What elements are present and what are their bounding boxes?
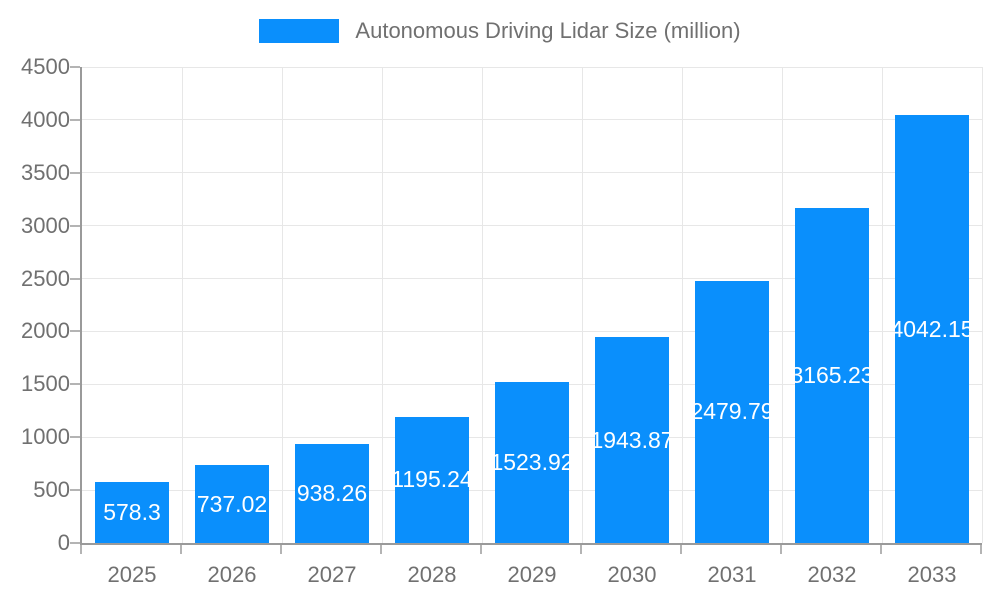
x-tick [980,545,982,554]
gridline-v [281,67,283,543]
gridline-v [581,67,583,543]
gridline-h [82,278,982,280]
x-tick [680,545,682,554]
gridline-h [82,66,982,68]
x-axis-label: 2026 [207,562,257,587]
bar-value-label: 1943.87 [595,426,669,453]
x-axis-label: 2028 [407,562,457,587]
legend[interactable]: Autonomous Driving Lidar Size (million) [0,18,1000,44]
y-tick [70,436,80,439]
bar-value-label: 1523.92 [495,448,569,475]
x-axis-line [80,543,982,545]
y-axis-label: 3500 [21,159,70,185]
y-tick [70,383,80,386]
bar-value-label: 4042.15 [895,315,969,342]
bar[interactable]: 4042.15 [895,115,969,543]
bar[interactable]: 578.3 [95,481,169,543]
x-axis-label: 2030 [607,562,657,587]
y-axis-label: 3000 [21,212,70,238]
x-tick [280,545,282,554]
x-axis-label: 2033 [907,562,957,587]
y-tick [70,489,80,492]
bar[interactable]: 938.26 [295,443,369,543]
x-axis-label: 2032 [807,562,857,587]
y-axis-label: 500 [33,477,70,503]
bar[interactable]: 3165.23 [795,208,869,543]
x-tick [780,545,782,554]
x-axis-label: 2027 [307,562,357,587]
x-tick [480,545,482,554]
gridline-h [82,330,982,332]
y-tick [70,66,80,68]
y-axis-label: 4000 [21,106,70,132]
bar-value-label: 737.02 [196,490,268,517]
y-axis-label: 4500 [21,54,70,79]
bar-value-label: 3165.23 [795,362,869,389]
y-axis-label: 1000 [21,424,70,450]
x-tick [580,545,582,554]
bar-value-label: 1195.24 [395,466,469,493]
bar[interactable]: 737.02 [195,465,269,543]
bar[interactable]: 2479.79 [695,280,769,543]
bar[interactable]: 1523.92 [495,381,569,543]
y-axis-line [80,67,82,543]
legend-label: Autonomous Driving Lidar Size (million) [355,18,741,43]
x-axis-label: 2025 [107,562,157,587]
bar[interactable]: 1195.24 [395,416,469,543]
gridline-h [82,119,982,121]
bar-value-label: 938.26 [296,479,368,506]
gridline-v [881,67,883,543]
bar[interactable]: 1943.87 [595,337,669,543]
y-tick [70,224,80,227]
gridline-v [181,67,183,543]
x-tick [180,545,182,554]
gridline-v [781,67,783,543]
x-axis-label: 2031 [707,562,757,587]
gridline-h [82,225,982,227]
gridline-v [681,67,683,543]
x-axis-label: 2029 [507,562,557,587]
y-axis-label: 0 [57,530,70,555]
y-axis-label: 2000 [21,318,70,344]
y-tick [70,542,80,544]
y-tick [70,118,80,121]
gridline-v [381,67,383,543]
y-tick [70,330,80,333]
bar-value-label: 2479.79 [695,398,769,425]
legend-swatch [259,19,340,43]
y-tick [70,277,80,280]
y-axis-label: 1500 [21,371,70,397]
y-tick [70,171,80,174]
x-tick [80,545,82,554]
bar-value-label: 578.3 [103,498,161,525]
y-axis-label: 2500 [21,265,70,291]
gridline-h [82,172,982,174]
x-tick [880,545,882,554]
gridline-v [981,67,983,543]
gridline-v [481,67,483,543]
x-tick [380,545,382,554]
